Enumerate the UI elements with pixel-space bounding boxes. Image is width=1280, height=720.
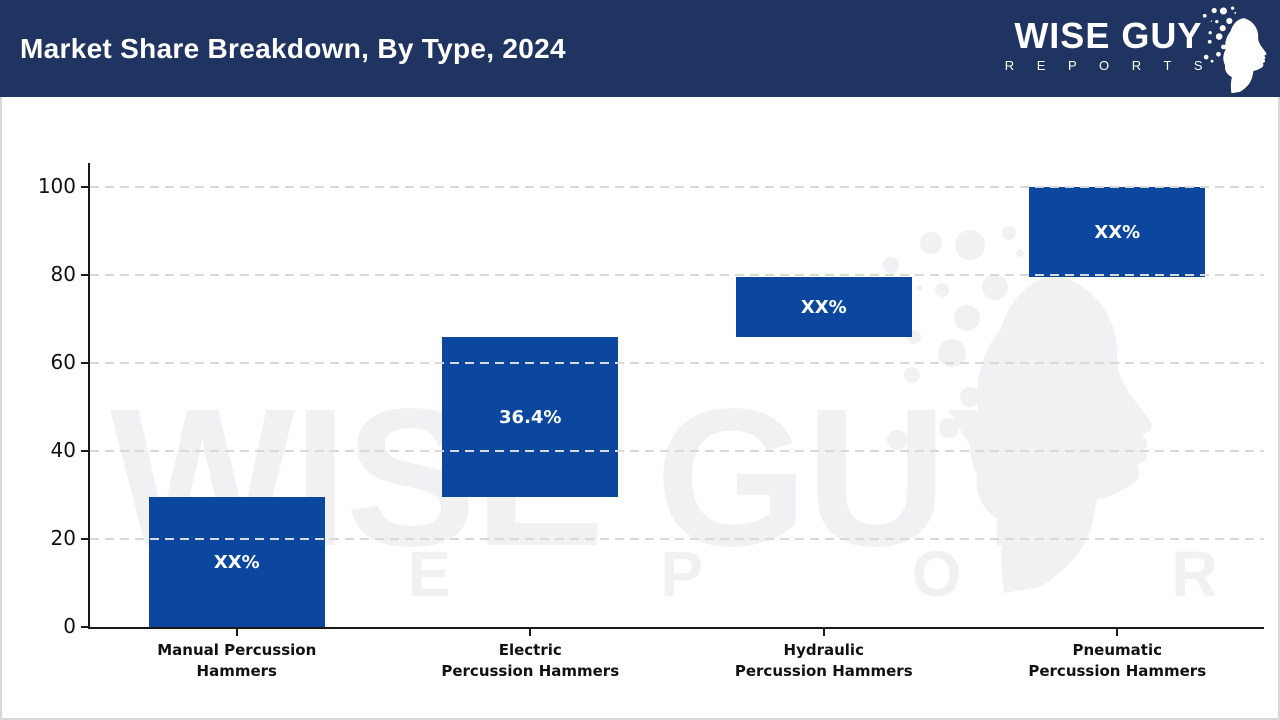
bar-value-label: XX% — [1094, 221, 1141, 243]
x-tick-mark — [529, 629, 532, 636]
y-tick-mark — [81, 538, 88, 540]
gridline-20 — [90, 538, 1264, 540]
watermark-subtitle: R E P O R T S — [152, 538, 1280, 610]
plot-area: 0 20 40 60 80 100 XX% Manual Percussion Hammers… — [2, 97, 1278, 718]
y-tick-label: 20 — [50, 526, 76, 550]
bar-3: XX% — [735, 277, 912, 338]
y-tick-label: 40 — [50, 438, 76, 462]
y-tick-mark — [81, 186, 88, 188]
header-bar: Market Share Breakdown, By Type, 2024 WI… — [0, 0, 1280, 97]
x-tick-label: Pneumatic Percussion Hammers — [1028, 641, 1207, 680]
page-title: Market Share Breakdown, By Type, 2024 — [20, 32, 566, 64]
y-tick-mark — [81, 274, 88, 276]
gridline-80 — [90, 274, 1264, 276]
y-tick-mark — [81, 450, 88, 452]
bar-1: XX% — [148, 497, 325, 627]
x-tick-mark — [1116, 629, 1119, 636]
bar-value-label: XX% — [213, 551, 260, 573]
x-tick-mark — [822, 629, 825, 636]
chart-canvas: WISE GUY R E P O R T S 020406080100XX%Ma… — [0, 97, 1280, 720]
logo-head-icon — [1202, 6, 1267, 94]
y-tick-label: 80 — [50, 262, 76, 286]
watermark-head-icon — [883, 226, 1152, 593]
bar-value-label: 36.4% — [499, 406, 562, 428]
wise-guy-logo: WISE GUY R E P O R T S — [1005, 0, 1274, 97]
y-tick-label: 100 — [37, 174, 76, 198]
y-tick-label: 0 — [63, 614, 76, 638]
x-tick-label: Hydraulic Percussion Hammers — [734, 641, 913, 680]
x-axis-line — [88, 627, 1264, 629]
y-axis-line — [88, 163, 90, 629]
logo-subtitle: R E P O R T S — [1004, 58, 1212, 73]
x-tick-mark — [235, 629, 238, 636]
x-tick-label: Manual Percussion Hammers — [157, 641, 317, 680]
y-tick-label: 60 — [50, 350, 76, 374]
x-tick-label: Electric Percussion Hammers — [441, 641, 620, 680]
gridline-100 — [90, 186, 1264, 188]
bar-4: XX% — [1029, 187, 1206, 278]
y-tick-mark — [81, 362, 88, 364]
logo-wordmark: WISE GUY — [1014, 15, 1203, 56]
gridline-40 — [90, 450, 1264, 452]
y-tick-mark — [81, 626, 88, 628]
logo-text: WISE GUY R E P O R T S — [1004, 15, 1212, 74]
gridline-60 — [90, 362, 1264, 364]
bar-value-label: XX% — [800, 296, 847, 318]
